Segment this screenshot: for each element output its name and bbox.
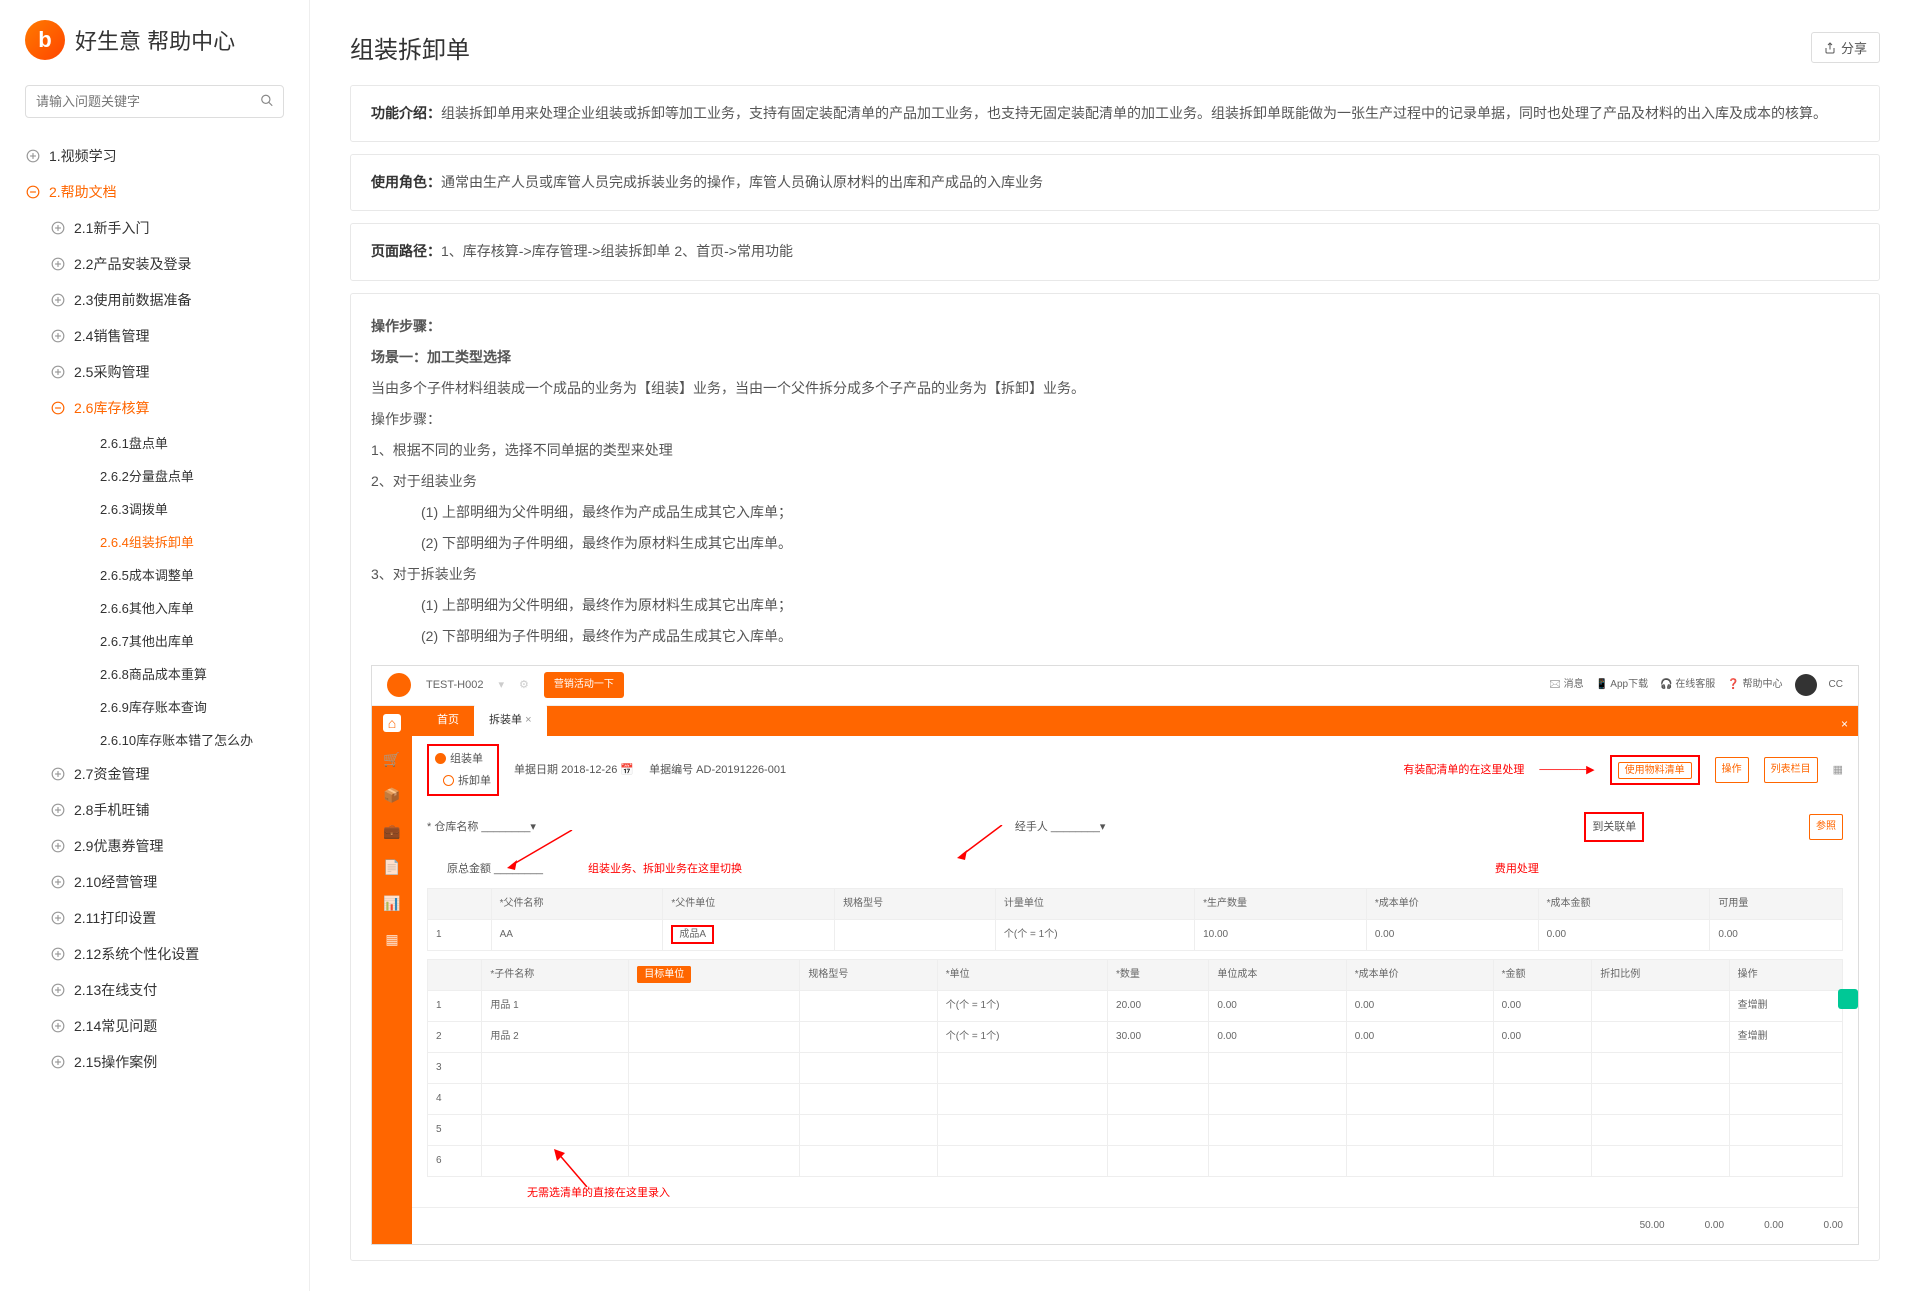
logo-icon: b xyxy=(25,20,65,60)
search-icon[interactable] xyxy=(260,93,274,110)
nav-video[interactable]: 1.视频学习 xyxy=(25,138,284,174)
share-icon xyxy=(1824,42,1836,54)
plus-icon xyxy=(50,838,66,854)
search-box xyxy=(25,85,284,118)
plus-icon xyxy=(50,766,66,782)
plus-icon xyxy=(50,256,66,272)
grid-icon: ▦ xyxy=(383,930,401,948)
path-box: 页面路径：1、库存核算->库存管理->组装拆卸单 2、首页->常用功能 xyxy=(350,223,1880,280)
plus-icon xyxy=(50,364,66,380)
chart-icon: 📊 xyxy=(383,894,401,912)
page-title: 组装拆卸单 xyxy=(350,30,470,65)
nav-sub-item[interactable]: 2.9优惠券管理 xyxy=(50,828,284,864)
share-button[interactable]: 分享 xyxy=(1811,32,1880,63)
nav-leaf-item[interactable]: 2.6.6其他入库单 xyxy=(100,591,284,624)
nav-leaf-item[interactable]: 2.6.8商品成本重算 xyxy=(100,657,284,690)
nav-leaf-item[interactable]: 2.6.1盘点单 xyxy=(100,426,284,459)
minus-icon xyxy=(50,400,66,416)
plus-icon xyxy=(25,148,41,164)
plus-icon xyxy=(50,328,66,344)
ss-leftbar: ⌂ 🛒 📦 💼 📄 📊 ▦ xyxy=(372,706,412,1244)
close-icon: × xyxy=(1841,712,1848,736)
plus-icon xyxy=(50,802,66,818)
nav-label: 2.帮助文档 xyxy=(49,182,117,202)
cart-icon: 🛒 xyxy=(383,750,401,768)
nav-sub-item[interactable]: 2.1新手入门 xyxy=(50,210,284,246)
box-icon: 📦 xyxy=(383,786,401,804)
nav-sub-item[interactable]: 2.8手机旺铺 xyxy=(50,792,284,828)
nav-leaf-item[interactable]: 2.6.3调拨单 xyxy=(100,492,284,525)
search-input[interactable] xyxy=(25,85,284,118)
plus-icon xyxy=(50,1018,66,1034)
doc-icon: 📄 xyxy=(383,858,401,876)
nav-sub-item[interactable]: 2.11打印设置 xyxy=(50,900,284,936)
logo: b 好生意 帮助中心 xyxy=(25,20,284,60)
intro-box: 功能介绍：组装拆卸单用来处理企业组装或拆卸等加工业务，支持有固定装配清单的产品加… xyxy=(350,85,1880,142)
plus-icon xyxy=(50,910,66,926)
plus-icon xyxy=(50,874,66,890)
sidebar: b 好生意 帮助中心 1.视频学习 2.帮助文档 2.1新手入门2.2产品安装及… xyxy=(0,0,310,1291)
content-body: 操作步骤： 场景一：加工类型选择 当由多个子件材料组装成一个成品的业务为【组装】… xyxy=(350,293,1880,1261)
plus-icon xyxy=(50,220,66,236)
nav-sub-item[interactable]: 2.5采购管理 xyxy=(50,354,284,390)
nav-sub-item[interactable]: 2.6库存核算 xyxy=(50,390,284,426)
nav-label: 1.视频学习 xyxy=(49,146,117,166)
nav-sub-item[interactable]: 2.13在线支付 xyxy=(50,972,284,1008)
plus-icon xyxy=(50,292,66,308)
embedded-screenshot: TEST-H002 ▾ ⚙ 营销活动一下 🖂 消息 📱 App下载 🎧 在线客服… xyxy=(371,665,1859,1245)
nav-sub-item[interactable]: 2.12系统个性化设置 xyxy=(50,936,284,972)
main-content: 组装拆卸单 分享 功能介绍：组装拆卸单用来处理企业组装或拆卸等加工业务，支持有固… xyxy=(310,0,1920,1291)
nav-sub-item[interactable]: 2.10经营管理 xyxy=(50,864,284,900)
nav-leaf-item[interactable]: 2.6.10库存账本错了怎么办 xyxy=(100,723,284,756)
nav-sub-item[interactable]: 2.4销售管理 xyxy=(50,318,284,354)
nav-leaf-item[interactable]: 2.6.4组装拆卸单 xyxy=(100,525,284,558)
plus-icon xyxy=(50,946,66,962)
nav-sub-item[interactable]: 2.15操作案例 xyxy=(50,1044,284,1080)
nav-sub-item[interactable]: 2.3使用前数据准备 xyxy=(50,282,284,318)
logo-text: 好生意 帮助中心 xyxy=(75,24,235,56)
nav-sub-item[interactable]: 2.7资金管理 xyxy=(50,756,284,792)
role-box: 使用角色：通常由生产人员或库管人员完成拆装业务的操作，库管人员确认原材料的出库和… xyxy=(350,154,1880,211)
wallet-icon: 💼 xyxy=(383,822,401,840)
nav-docs[interactable]: 2.帮助文档 xyxy=(25,174,284,210)
nav-leaf-item[interactable]: 2.6.9库存账本查询 xyxy=(100,690,284,723)
nav-sub-item[interactable]: 2.2产品安装及登录 xyxy=(50,246,284,282)
minus-icon xyxy=(25,184,41,200)
plus-icon xyxy=(50,982,66,998)
nav-leaf-item[interactable]: 2.6.7其他出库单 xyxy=(100,624,284,657)
ss-avatar-icon xyxy=(1795,674,1817,696)
nav-leaf-item[interactable]: 2.6.5成本调整单 xyxy=(100,558,284,591)
nav-leaf-item[interactable]: 2.6.2分量盘点单 xyxy=(100,459,284,492)
nav-sub-item[interactable]: 2.14常见问题 xyxy=(50,1008,284,1044)
ss-logo-icon xyxy=(387,673,411,697)
plus-icon xyxy=(50,1054,66,1070)
home-icon: ⌂ xyxy=(383,714,401,732)
